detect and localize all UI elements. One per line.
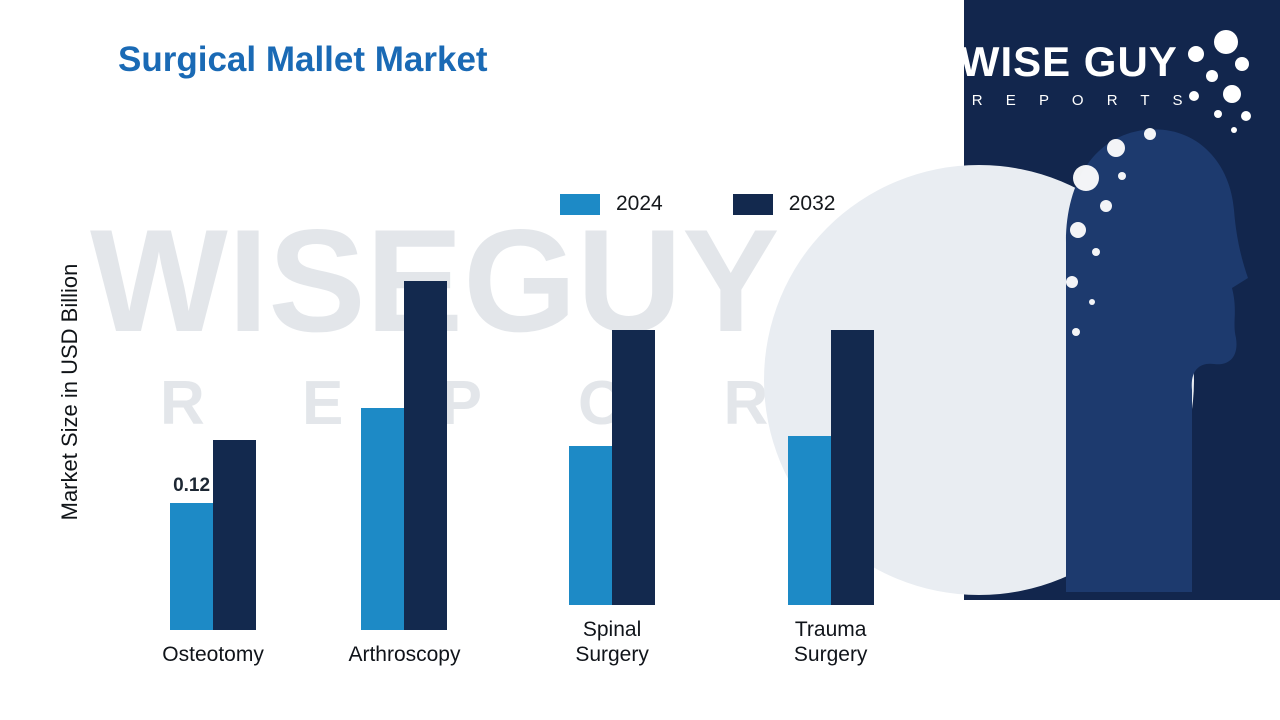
bar-row: 0.12 [170, 260, 257, 631]
bar-2032-osteotomy [213, 440, 257, 631]
brand-subtitle: R E P O R T S [971, 92, 1192, 109]
head-profile-icon [1066, 128, 1248, 592]
bar-row [787, 235, 874, 605]
category-label: Spinal Surgery [575, 618, 649, 667]
bar-2032-arthroscopy [404, 281, 448, 631]
legend-swatch-2024 [560, 193, 600, 215]
bar-group: Trauma Surgery [764, 235, 898, 667]
legend-swatch-2032 [732, 193, 773, 215]
y-axis-label: Market Size in USD Billion [57, 263, 82, 521]
legend: 2024 2032 [560, 192, 835, 216]
bar-2032-trauma-surgery [830, 330, 874, 605]
bar-value-label: 0.12 [173, 475, 211, 497]
legend-item-2024: 2024 [560, 192, 663, 216]
bar-row [361, 260, 448, 631]
bar-group: Arthroscopy [348, 260, 460, 667]
legend-label-2024: 2024 [616, 192, 663, 215]
bar-groups: 0.12 Osteotomy Arthroscopy Spinal Surgery Tr… [120, 235, 940, 667]
legend-item-2032: 2032 [732, 192, 836, 216]
brand-name: WISE GUY [959, 38, 1178, 85]
bar-2024-spinal-surgery [569, 446, 613, 605]
bar-2024-arthroscopy [361, 408, 405, 631]
category-label: Arthroscopy [348, 643, 461, 667]
legend-label-2032: 2032 [788, 192, 836, 215]
bar-2032-spinal-surgery [612, 330, 656, 605]
logo-head-dots-icon [1188, 30, 1251, 133]
bar-2024-trauma-surgery [787, 436, 831, 605]
bar-group: Spinal Surgery [545, 235, 679, 667]
category-label: Trauma Surgery [793, 618, 868, 667]
brand-logo: WISE GUY R E P O R T S [959, 30, 1251, 133]
page-title: Surgical Mallet Market [118, 40, 488, 79]
category-label: Osteotomy [162, 643, 264, 667]
bar-group: 0.12 Osteotomy [162, 260, 264, 667]
bar-2024-osteotomy: 0.12 [170, 475, 214, 631]
bar-row [569, 235, 656, 605]
